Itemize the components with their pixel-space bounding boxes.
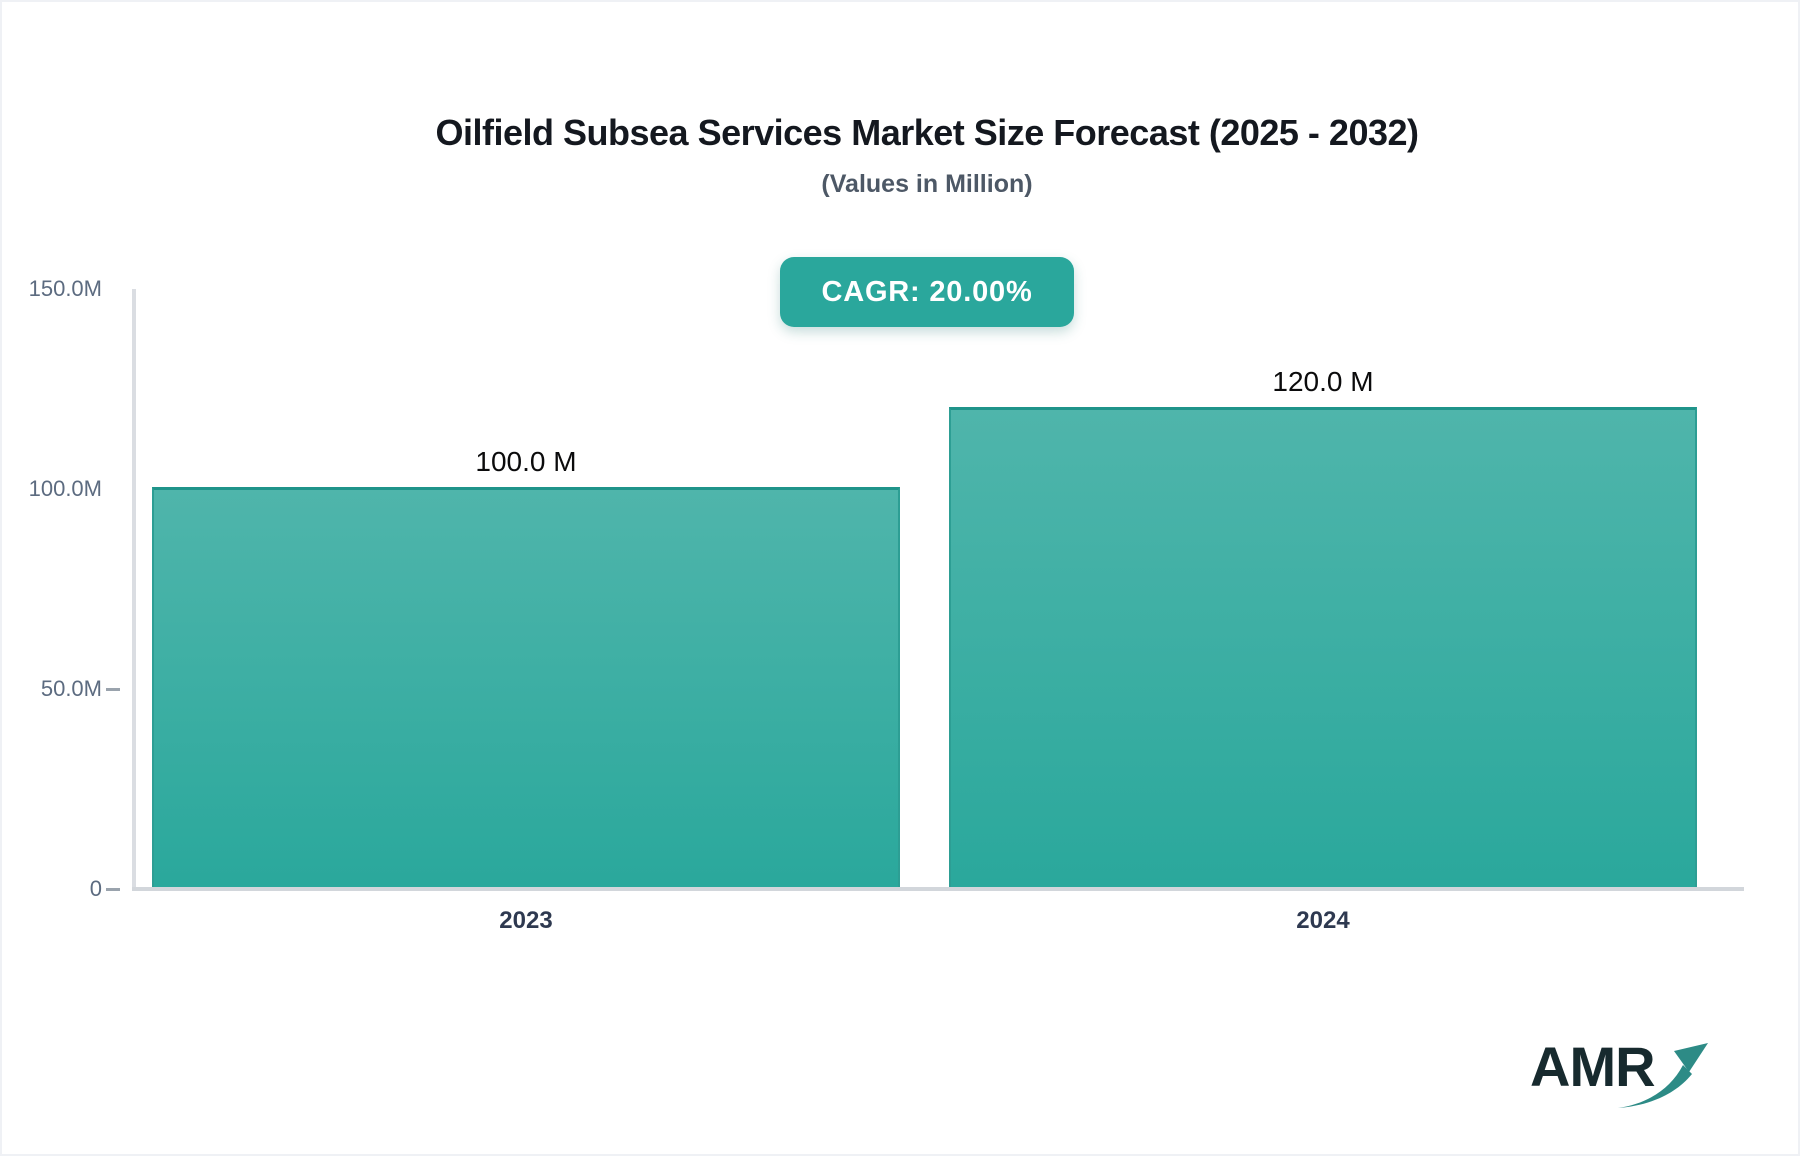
y-axis-line <box>132 289 136 887</box>
bar-value-label: 100.0 M <box>475 446 577 477</box>
amr-logo-text: AMR <box>1530 1035 1656 1098</box>
chart-subtitle: (Values in Million) <box>821 170 1033 198</box>
y-axis-tick-mark <box>106 888 120 891</box>
y-axis-tick-label: 0 <box>89 876 102 901</box>
bar-value-label: 120.0 M <box>1272 366 1374 397</box>
bar-2024[interactable] <box>949 407 1697 887</box>
x-axis-line <box>132 887 1744 891</box>
chart-title: Oilfield Subsea Services Market Size For… <box>435 112 1420 153</box>
amr-logo-arrow-icon <box>1618 1043 1708 1108</box>
y-axis-tick-label: 100.0M <box>28 476 102 501</box>
x-axis-category-label: 2023 <box>499 907 553 934</box>
amr-logo: AMR <box>1530 1034 1710 1114</box>
y-axis-tick-mark <box>106 688 120 691</box>
bar-2023[interactable] <box>152 487 900 887</box>
y-axis-tick-label: 150.0M <box>28 276 102 301</box>
cagr-badge: CAGR: 20.00% <box>780 257 1074 327</box>
y-axis-tick-label: 50.0M <box>40 676 102 701</box>
x-axis-category-label: 2024 <box>1296 907 1350 934</box>
